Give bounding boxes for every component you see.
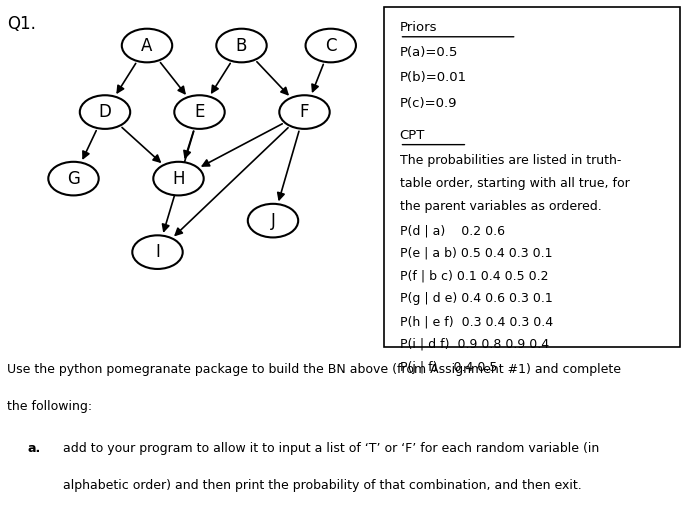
Circle shape (80, 95, 130, 129)
Text: alphabetic order) and then print the probability of that combination, and then e: alphabetic order) and then print the pro… (63, 479, 582, 492)
Text: P(a)=0.5: P(a)=0.5 (400, 46, 458, 59)
Text: the following:: the following: (7, 400, 92, 413)
Text: J: J (271, 212, 275, 230)
Text: Use the python pomegranate package to build the BN above (from Assignment #1) an: Use the python pomegranate package to bu… (7, 364, 621, 376)
Text: add to your program to allow it to input a list of ‘T’ or ‘F’ for each random va: add to your program to allow it to input… (63, 442, 599, 455)
Text: Priors: Priors (400, 21, 437, 34)
Text: The probabilities are listed in truth-: The probabilities are listed in truth- (400, 154, 621, 167)
Text: H: H (172, 169, 185, 187)
Text: B: B (236, 37, 247, 55)
Text: P(h | e f)  0.3 0.4 0.3 0.4: P(h | e f) 0.3 0.4 0.3 0.4 (400, 315, 553, 328)
Text: E: E (195, 103, 204, 121)
Text: A: A (141, 37, 153, 55)
Text: C: C (325, 37, 337, 55)
Text: P(d | a)    0.2 0.6: P(d | a) 0.2 0.6 (400, 224, 505, 237)
Text: P(b)=0.01: P(b)=0.01 (400, 72, 467, 84)
Circle shape (153, 162, 204, 195)
Text: P(j | f)    0.4 0.5: P(j | f) 0.4 0.5 (400, 360, 497, 374)
Text: D: D (99, 103, 111, 121)
Text: G: G (67, 169, 80, 187)
Text: a.: a. (28, 442, 41, 455)
Text: P(i | d f)  0.9 0.8 0.9 0.4: P(i | d f) 0.9 0.8 0.9 0.4 (400, 338, 549, 351)
Circle shape (216, 29, 267, 62)
Circle shape (248, 204, 298, 237)
Text: P(e | a b) 0.5 0.4 0.3 0.1: P(e | a b) 0.5 0.4 0.3 0.1 (400, 247, 552, 260)
Circle shape (305, 29, 356, 62)
Text: the parent variables as ordered.: the parent variables as ordered. (400, 200, 601, 213)
Circle shape (122, 29, 172, 62)
Text: I: I (155, 243, 160, 261)
Text: P(c)=0.9: P(c)=0.9 (400, 97, 457, 110)
Circle shape (48, 162, 99, 195)
Text: CPT: CPT (400, 129, 425, 142)
Circle shape (132, 235, 183, 269)
Text: F: F (300, 103, 309, 121)
Circle shape (279, 95, 330, 129)
Text: P(g | d e) 0.4 0.6 0.3 0.1: P(g | d e) 0.4 0.6 0.3 0.1 (400, 293, 552, 305)
Text: Q1.: Q1. (7, 15, 36, 33)
Text: P(f | b c) 0.1 0.4 0.5 0.2: P(f | b c) 0.1 0.4 0.5 0.2 (400, 270, 548, 283)
Text: table order, starting with all true, for: table order, starting with all true, for (400, 177, 629, 190)
Circle shape (174, 95, 225, 129)
FancyBboxPatch shape (384, 7, 680, 347)
